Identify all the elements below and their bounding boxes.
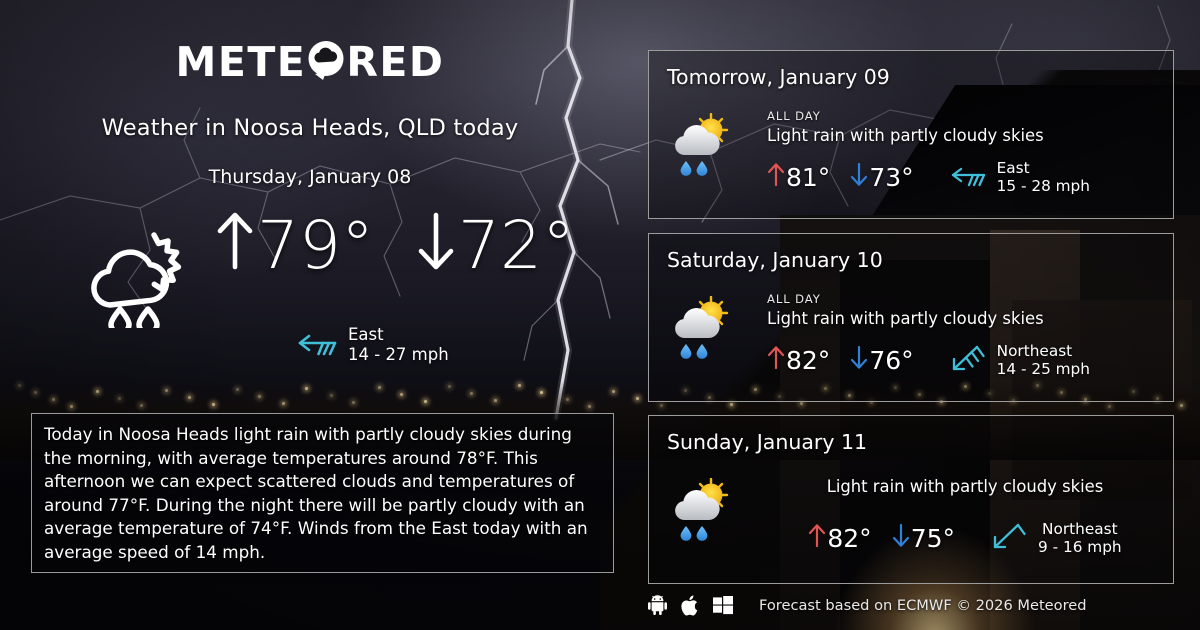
forecast-wind: Northeast 9 - 16 mph [991, 520, 1122, 557]
forecast-card[interactable]: Tomorrow, January 09 [648, 50, 1174, 219]
rain-sun-cloud-outline-icon [80, 223, 192, 337]
logo-text-after: RED [346, 37, 445, 86]
forecast-wind-direction: East [996, 159, 1030, 177]
rain-sun-cloud-color-icon [669, 477, 735, 546]
forecast-condition: Light rain with partly cloudy skies [767, 126, 1044, 145]
wind-arrow-east-icon [297, 330, 339, 360]
forecast-period: ALL DAY [767, 292, 821, 306]
forecast-high: 82° [767, 344, 830, 376]
arrow-up-icon [808, 522, 826, 554]
today-high-value: 79° [257, 206, 374, 284]
forecast-period: ALL DAY [767, 109, 821, 123]
forecast-wind-speed: 15 - 28 mph [996, 177, 1090, 196]
logo-text-before: METE [175, 37, 307, 86]
forecast-high: 81° [767, 161, 830, 193]
arrow-down-icon [416, 209, 456, 282]
android-icon[interactable] [648, 595, 667, 615]
left-column: METE RED Weather in Noosa Heads, QLD tod… [0, 40, 620, 573]
windows-icon[interactable] [713, 595, 733, 615]
forecast-body: ALL DAY Light rain with partly cloudy sk… [767, 292, 1163, 379]
wind-arrow-northeast-icon [950, 343, 988, 377]
today-description-text: Today in Noosa Heads light rain with par… [44, 424, 588, 562]
forecast-condition: Light rain with partly cloudy skies [826, 477, 1104, 496]
forecast-card[interactable]: Saturday, January 10 [648, 233, 1174, 402]
forecast-day: Tomorrow, January 09 [667, 65, 890, 89]
meteored-logo[interactable]: METE RED [0, 40, 620, 84]
today-temperatures: 79° 72° [215, 209, 575, 282]
arrow-up-icon [767, 161, 785, 193]
page-date: Thursday, January 08 [208, 166, 412, 188]
forecast-high-value: 81° [786, 162, 831, 192]
forecast-low: 73° [850, 161, 914, 193]
wind-arrow-east-icon [950, 163, 988, 191]
forecast-wind-direction: Northeast [1042, 520, 1118, 538]
forecast-condition: Light rain with partly cloudy skies [767, 309, 1044, 328]
forecast-low-value: 76° [869, 345, 914, 375]
forecast-low-value: 75° [910, 523, 955, 553]
arrow-down-icon [850, 344, 868, 376]
forecast-high-value: 82° [827, 523, 872, 553]
today-high: 79° [215, 209, 374, 282]
forecast-attribution: Forecast based on ECMWF © 2026 Meteored [759, 596, 1087, 614]
wind-arrow-northeast-icon [991, 521, 1029, 555]
arrow-down-icon [892, 522, 910, 554]
forecast-wind-direction: Northeast [996, 342, 1073, 360]
rain-sun-cloud-color-icon [669, 112, 735, 181]
arrow-down-icon [850, 161, 868, 193]
forecast-high-value: 82° [786, 345, 831, 375]
forecast-body: ALL DAY Light rain with partly cloudy sk… [767, 109, 1163, 196]
today-summary: 79° 72° [75, 212, 620, 364]
today-description-box: Today in Noosa Heads light rain with par… [31, 413, 614, 573]
forecast-low-value: 73° [869, 162, 914, 192]
arrow-up-icon [767, 344, 785, 376]
forecast-wind: East 15 - 28 mph [950, 159, 1090, 196]
forecast-wind-speed: 9 - 16 mph [1038, 538, 1122, 557]
forecast-wind-speed: 14 - 25 mph [996, 360, 1090, 379]
forecast-day: Saturday, January 10 [667, 248, 883, 272]
forecast-high: 82° [808, 522, 872, 554]
apple-icon[interactable] [681, 595, 699, 616]
forecast-low: 76° [850, 344, 914, 376]
cloud-circle-icon [307, 40, 345, 84]
lightning-branches-left [0, 107, 641, 315]
forecast-body: Light rain with partly cloudy skies 82° [767, 474, 1163, 557]
footer: Forecast based on ECMWF © 2026 Meteored [648, 592, 1175, 618]
today-low-value: 72° [457, 206, 575, 284]
rain-sun-cloud-color-icon [669, 295, 735, 364]
city-lights [0, 384, 1200, 414]
today-wind-speed: 14 - 27 mph [348, 344, 449, 364]
forecast-card[interactable]: Sunday, January 11 [648, 415, 1174, 584]
arrow-up-icon [215, 209, 255, 282]
page-title: Weather in Noosa Heads, QLD today [101, 115, 519, 141]
today-low: 72° [416, 209, 575, 282]
today-wind-direction: East [348, 325, 384, 344]
forecast-day: Sunday, January 11 [667, 430, 868, 454]
forecast-column: Tomorrow, January 09 [648, 0, 1175, 630]
forecast-low: 75° [892, 522, 955, 554]
today-wind: East 14 - 27 mph [297, 325, 449, 365]
forecast-wind: Northeast 14 - 25 mph [950, 342, 1090, 379]
